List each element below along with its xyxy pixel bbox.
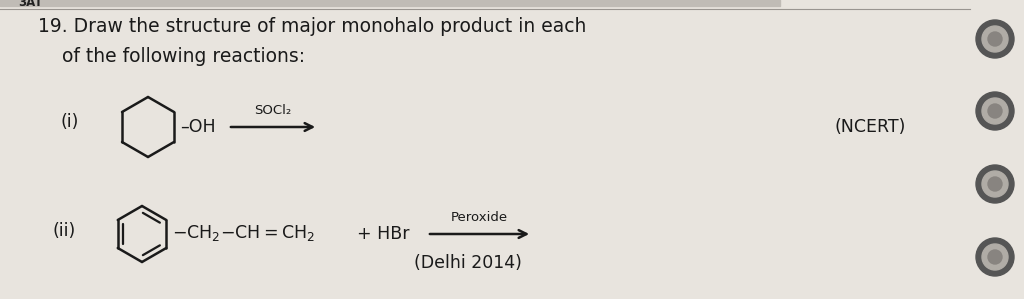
Text: –OH: –OH: [180, 118, 216, 136]
Circle shape: [976, 238, 1014, 276]
Circle shape: [988, 250, 1002, 264]
Text: + HBr: + HBr: [357, 225, 410, 243]
Circle shape: [976, 165, 1014, 203]
Circle shape: [982, 26, 1008, 52]
Circle shape: [982, 98, 1008, 124]
Text: of the following reactions:: of the following reactions:: [38, 47, 305, 66]
Circle shape: [982, 171, 1008, 197]
Text: (Delhi 2014): (Delhi 2014): [414, 254, 522, 272]
Circle shape: [976, 20, 1014, 58]
Circle shape: [988, 177, 1002, 191]
Text: (i): (i): [60, 113, 79, 131]
Text: SOCl₂: SOCl₂: [254, 104, 292, 117]
Text: (NCERT): (NCERT): [835, 118, 906, 136]
Circle shape: [976, 92, 1014, 130]
Circle shape: [988, 104, 1002, 118]
Text: (ii): (ii): [52, 222, 75, 240]
Text: Peroxide: Peroxide: [451, 211, 508, 224]
Circle shape: [982, 244, 1008, 270]
Text: 19. Draw the structure of major monohalo product in each: 19. Draw the structure of major monohalo…: [38, 17, 587, 36]
Circle shape: [988, 32, 1002, 46]
Text: 3AT: 3AT: [18, 0, 43, 10]
Text: $-$CH$_2$$-$CH$=$CH$_2$: $-$CH$_2$$-$CH$=$CH$_2$: [172, 223, 315, 243]
